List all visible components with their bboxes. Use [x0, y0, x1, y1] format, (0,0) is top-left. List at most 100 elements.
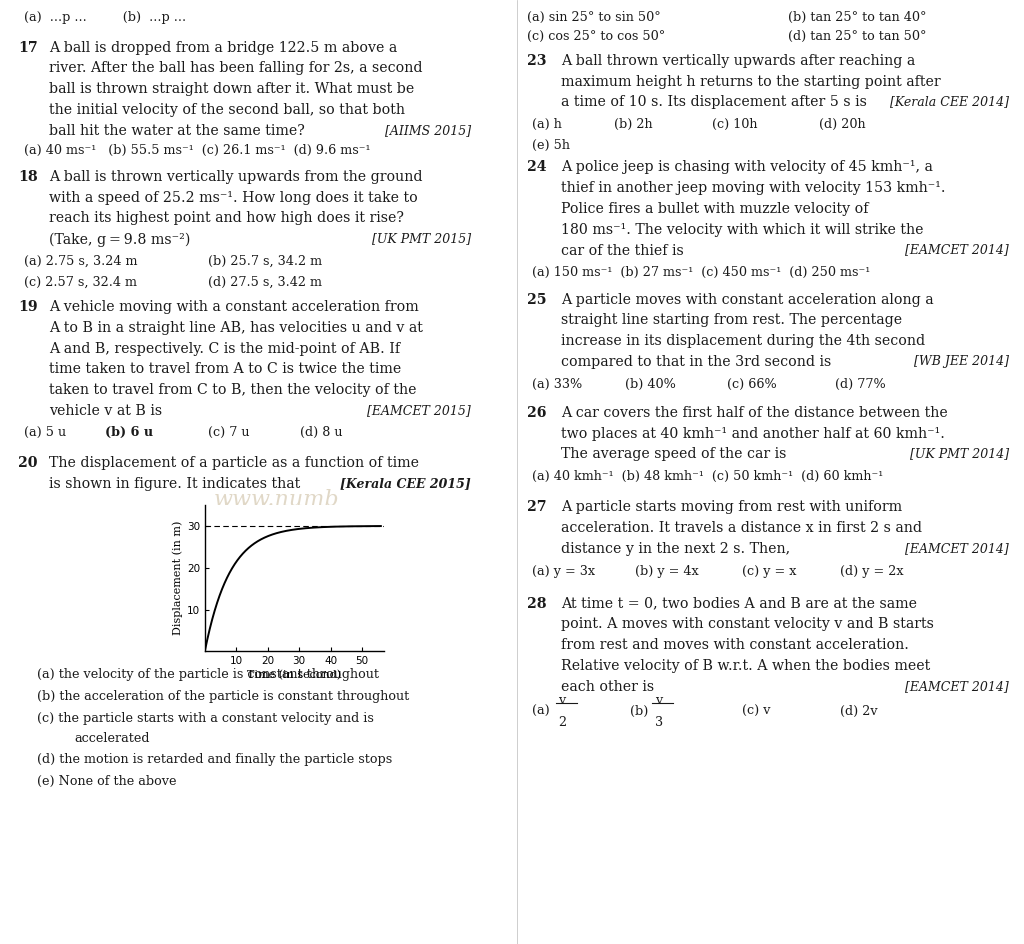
Text: 27: 27 [527, 500, 547, 514]
Text: At time t = 0, two bodies A and B are at the same: At time t = 0, two bodies A and B are at… [561, 597, 918, 611]
Text: two places at 40 kmh⁻¹ and another half at 60 kmh⁻¹.: two places at 40 kmh⁻¹ and another half … [561, 427, 945, 441]
Text: increase in its displacement during the 4th second: increase in its displacement during the … [561, 334, 926, 348]
Text: (c) cos 25° to cos 50°: (c) cos 25° to cos 50° [527, 30, 666, 43]
Text: 19: 19 [18, 300, 38, 314]
Text: ball hit the water at the same time?: ball hit the water at the same time? [49, 124, 305, 138]
Text: 28: 28 [527, 597, 547, 611]
Text: 17: 17 [18, 41, 38, 55]
Text: each other is: each other is [561, 680, 654, 694]
Text: reach its highest point and how high does it rise?: reach its highest point and how high doe… [49, 211, 404, 226]
Text: (b) the acceleration of the particle is constant throughout: (b) the acceleration of the particle is … [37, 690, 410, 703]
Text: accelerated: accelerated [75, 732, 151, 745]
Text: A to B in a straight line AB, has velocities u and v at: A to B in a straight line AB, has veloci… [49, 321, 423, 335]
Text: (b) y = 4x: (b) y = 4x [635, 565, 698, 578]
Text: (c) y = x: (c) y = x [742, 565, 797, 578]
Text: (a): (a) [532, 705, 550, 718]
Text: Relative velocity of B w.r.t. A when the bodies meet: Relative velocity of B w.r.t. A when the… [561, 659, 931, 673]
Text: taken to travel from C to B, then the velocity of the: taken to travel from C to B, then the ve… [49, 383, 417, 397]
Text: (c) 2.57 s, 32.4 m: (c) 2.57 s, 32.4 m [24, 276, 136, 289]
Text: A ball is dropped from a bridge 122.5 m above a: A ball is dropped from a bridge 122.5 m … [49, 41, 397, 55]
Text: A car covers the first half of the distance between the: A car covers the first half of the dista… [561, 406, 948, 420]
Text: with a speed of 25.2 ms⁻¹. How long does it take to: with a speed of 25.2 ms⁻¹. How long does… [49, 191, 418, 205]
Text: [EAMCET 2014]: [EAMCET 2014] [905, 680, 1009, 693]
Text: compared to that in the 3rd second is: compared to that in the 3rd second is [561, 355, 831, 369]
Text: ball is thrown straight down after it. What must be: ball is thrown straight down after it. W… [49, 82, 415, 96]
Text: (e) 5h: (e) 5h [532, 139, 570, 152]
Text: thief in another jeep moving with velocity 153 kmh⁻¹.: thief in another jeep moving with veloci… [561, 181, 945, 195]
Text: (a) 40 ms⁻¹   (b) 55.5 ms⁻¹  (c) 26.1 ms⁻¹  (d) 9.6 ms⁻¹: (a) 40 ms⁻¹ (b) 55.5 ms⁻¹ (c) 26.1 ms⁻¹ … [24, 144, 370, 158]
Text: v: v [655, 694, 663, 707]
Text: (a) h: (a) h [532, 118, 562, 131]
Text: (d) 2v: (d) 2v [840, 705, 878, 718]
Text: www.numb: www.numb [214, 489, 339, 512]
Text: (d) tan 25° to tan 50°: (d) tan 25° to tan 50° [788, 30, 927, 43]
Text: (a)  ...p ...         (b)  ...p ...: (a) ...p ... (b) ...p ... [24, 11, 185, 25]
Text: A particle starts moving from rest with uniform: A particle starts moving from rest with … [561, 500, 902, 514]
Text: (b) 6 u: (b) 6 u [105, 426, 154, 439]
Text: is shown in figure. It indicates that: is shown in figure. It indicates that [49, 477, 300, 491]
Text: (c) the particle starts with a constant velocity and is: (c) the particle starts with a constant … [37, 712, 374, 725]
Text: (b): (b) [630, 705, 648, 718]
Text: 23: 23 [527, 54, 547, 68]
Text: (d) 8 u: (d) 8 u [300, 426, 343, 439]
Text: [EAMCET 2014]: [EAMCET 2014] [905, 542, 1009, 555]
Text: (b) 40%: (b) 40% [625, 378, 676, 391]
Text: v: v [558, 694, 565, 707]
Text: (a) 33%: (a) 33% [532, 378, 583, 391]
Text: vehicle v at B is: vehicle v at B is [49, 404, 162, 418]
Text: (d) 27.5 s, 3.42 m: (d) 27.5 s, 3.42 m [208, 276, 322, 289]
Text: (c) 10h: (c) 10h [712, 118, 757, 131]
Text: car of the thief is: car of the thief is [561, 244, 684, 258]
Text: 18: 18 [18, 170, 38, 184]
Text: (b) 2h: (b) 2h [614, 118, 653, 131]
Text: maximum height h returns to the starting point after: maximum height h returns to the starting… [561, 75, 941, 89]
Text: distance y in the next 2 s. Then,: distance y in the next 2 s. Then, [561, 542, 791, 556]
Text: Police fires a bullet with muzzle velocity of: Police fires a bullet with muzzle veloci… [561, 202, 868, 216]
Text: (a) 2.75 s, 3.24 m: (a) 2.75 s, 3.24 m [24, 255, 137, 268]
Text: (c) v: (c) v [742, 705, 771, 718]
Text: (a) 5 u: (a) 5 u [24, 426, 66, 439]
Text: (d) 77%: (d) 77% [835, 378, 886, 391]
Text: time taken to travel from A to C is twice the time: time taken to travel from A to C is twic… [49, 362, 401, 377]
Text: (a) y = 3x: (a) y = 3x [532, 565, 596, 578]
Text: straight line starting from rest. The percentage: straight line starting from rest. The pe… [561, 313, 902, 328]
Text: acceleration. It travels a distance x in first 2 s and: acceleration. It travels a distance x in… [561, 521, 923, 535]
Text: (c) 66%: (c) 66% [727, 378, 777, 391]
Text: 24: 24 [527, 160, 547, 175]
Text: 26: 26 [527, 406, 547, 420]
Text: 25: 25 [527, 293, 547, 307]
X-axis label: Time (in second): Time (in second) [248, 670, 341, 681]
Text: [EAMCET 2015]: [EAMCET 2015] [368, 404, 471, 417]
Text: (d) 20h: (d) 20h [819, 118, 866, 131]
Text: (d) the motion is retarded and finally the particle stops: (d) the motion is retarded and finally t… [37, 753, 392, 767]
Text: [Kerala CEE 2014]: [Kerala CEE 2014] [890, 95, 1009, 109]
Text: (b) tan 25° to tan 40°: (b) tan 25° to tan 40° [788, 11, 927, 25]
Text: A ball thrown vertically upwards after reaching a: A ball thrown vertically upwards after r… [561, 54, 915, 68]
Text: (c) 7 u: (c) 7 u [208, 426, 250, 439]
Text: a time of 10 s. Its displacement after 5 s is: a time of 10 s. Its displacement after 5… [561, 95, 867, 110]
Text: (e) None of the above: (e) None of the above [37, 775, 176, 788]
Text: [AIIMS 2015]: [AIIMS 2015] [385, 124, 471, 137]
Text: (d) y = 2x: (d) y = 2x [840, 565, 903, 578]
Text: The displacement of a particle as a function of time: The displacement of a particle as a func… [49, 456, 419, 470]
Text: (a) sin 25° to sin 50°: (a) sin 25° to sin 50° [527, 11, 662, 25]
Text: A police jeep is chasing with velocity of 45 kmh⁻¹, a: A police jeep is chasing with velocity o… [561, 160, 933, 175]
Text: (a) 150 ms⁻¹  (b) 27 ms⁻¹  (c) 450 ms⁻¹  (d) 250 ms⁻¹: (a) 150 ms⁻¹ (b) 27 ms⁻¹ (c) 450 ms⁻¹ (d… [532, 266, 870, 279]
Text: A particle moves with constant acceleration along a: A particle moves with constant accelerat… [561, 293, 934, 307]
Text: (b) 25.7 s, 34.2 m: (b) 25.7 s, 34.2 m [208, 255, 322, 268]
Text: river. After the ball has been falling for 2s, a second: river. After the ball has been falling f… [49, 61, 423, 76]
Text: (Take, g = 9.8 ms⁻²): (Take, g = 9.8 ms⁻²) [49, 232, 190, 246]
Y-axis label: Displacement (in m): Displacement (in m) [172, 521, 182, 635]
Text: 2: 2 [558, 716, 566, 729]
Text: from rest and moves with constant acceleration.: from rest and moves with constant accele… [561, 638, 909, 652]
Text: (a) 40 kmh⁻¹  (b) 48 kmh⁻¹  (c) 50 kmh⁻¹  (d) 60 kmh⁻¹: (a) 40 kmh⁻¹ (b) 48 kmh⁻¹ (c) 50 kmh⁻¹ (… [532, 470, 884, 483]
Text: [WB JEE 2014]: [WB JEE 2014] [913, 355, 1009, 368]
Text: 20: 20 [18, 456, 38, 470]
Text: (a) the velocity of the particle is constant throughout: (a) the velocity of the particle is cons… [37, 668, 379, 682]
Text: the initial velocity of the second ball, so that both: the initial velocity of the second ball,… [49, 103, 406, 117]
Text: 180 ms⁻¹. The velocity with which it will strike the: 180 ms⁻¹. The velocity with which it wil… [561, 223, 924, 237]
Text: [UK PMT 2014]: [UK PMT 2014] [909, 447, 1009, 461]
Text: [Kerala CEE 2015]: [Kerala CEE 2015] [340, 477, 471, 490]
Text: A vehicle moving with a constant acceleration from: A vehicle moving with a constant acceler… [49, 300, 419, 314]
Text: A ball is thrown vertically upwards from the ground: A ball is thrown vertically upwards from… [49, 170, 423, 184]
